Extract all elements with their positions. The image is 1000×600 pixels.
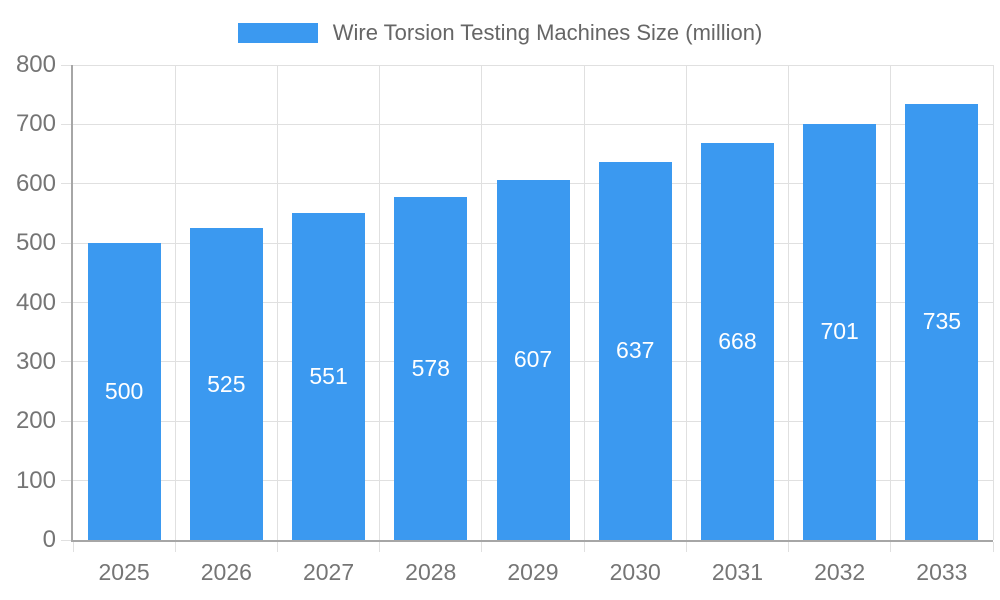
y-axis-tick	[61, 183, 71, 185]
x-axis-tick	[174, 542, 176, 552]
y-axis-tick	[61, 64, 71, 66]
y-tick-label: 500	[15, 229, 56, 257]
y-axis-tick	[61, 361, 71, 363]
x-tick-label: 2031	[711, 559, 764, 585]
bar: 578	[394, 196, 468, 540]
x-axis-tick	[992, 542, 994, 552]
bar-value-label: 668	[718, 328, 757, 355]
y-tick-label: 200	[15, 407, 56, 435]
y-axis-tick	[61, 242, 71, 244]
y-axis-tick	[61, 123, 71, 125]
y-tick-label: 700	[15, 110, 56, 138]
y-tick-label: 600	[15, 169, 56, 197]
bar-value-label: 701	[820, 318, 859, 345]
y-tick-label: 400	[15, 288, 56, 316]
x-tick-label: 2033	[916, 559, 968, 585]
x-tick-label: 2028	[405, 559, 457, 585]
legend-swatch	[237, 23, 318, 43]
y-axis-tick	[61, 480, 71, 482]
x-axis-tick	[379, 542, 381, 552]
x-axis-tick	[583, 542, 585, 552]
y-axis-tick	[61, 539, 71, 541]
bar-value-label: 735	[922, 308, 962, 335]
bar-value-label: 500	[104, 378, 144, 405]
bar-value-label: 525	[207, 370, 246, 397]
x-tick-label: 2027	[302, 559, 355, 585]
x-axis-tick	[788, 542, 790, 552]
x-axis-tick	[685, 542, 687, 552]
x-axis-tick	[72, 542, 74, 552]
gridline-vertical	[685, 65, 687, 540]
bar: 551	[292, 212, 366, 540]
x-axis-tick	[276, 542, 278, 552]
bar: 607	[496, 179, 570, 540]
legend[interactable]: Wire Torsion Testing Machines Size (mill…	[0, 20, 1000, 46]
gridline-horizontal	[73, 123, 993, 125]
y-axis-tick	[61, 420, 71, 422]
gridline-vertical	[174, 65, 176, 540]
gridline-vertical	[481, 65, 483, 540]
x-axis-tick	[481, 542, 483, 552]
bar: 668	[700, 143, 774, 540]
x-axis-tick	[890, 542, 892, 552]
y-tick-label: 0	[42, 526, 56, 553]
bar: 637	[598, 161, 672, 540]
legend-label: Wire Torsion Testing Machines Size (mill…	[332, 20, 763, 45]
x-tick-label: 2029	[507, 559, 559, 585]
y-tick-label: 800	[15, 51, 56, 78]
bar: 525	[189, 228, 263, 540]
bar: 735	[905, 103, 979, 540]
bar: 701	[803, 123, 877, 540]
gridline-vertical	[992, 65, 994, 540]
bar-value-label: 607	[513, 346, 553, 373]
bar: 500	[87, 243, 161, 540]
y-tick-label: 300	[15, 347, 56, 375]
plot-area: 0 100 200 300 400 500 600 700 800 500 2025 525 2026 5…	[16, 52, 994, 584]
bar-value-label: 578	[411, 354, 450, 381]
x-tick-label: 2030	[609, 559, 661, 585]
gridline-vertical	[276, 65, 278, 540]
x-tick-label: 2025	[98, 559, 150, 585]
gridline-vertical	[583, 65, 585, 540]
gridline-vertical	[379, 65, 381, 540]
x-tick-label: 2026	[200, 559, 252, 585]
bar-value-label: 637	[616, 337, 655, 364]
y-tick-label: 100	[15, 466, 56, 494]
gridline-horizontal	[73, 64, 993, 66]
x-tick-label: 2032	[814, 559, 866, 585]
bar-value-label: 551	[309, 362, 348, 389]
gridline-vertical	[788, 65, 790, 540]
gridline-vertical	[890, 65, 892, 540]
y-axis-tick	[61, 302, 71, 303]
